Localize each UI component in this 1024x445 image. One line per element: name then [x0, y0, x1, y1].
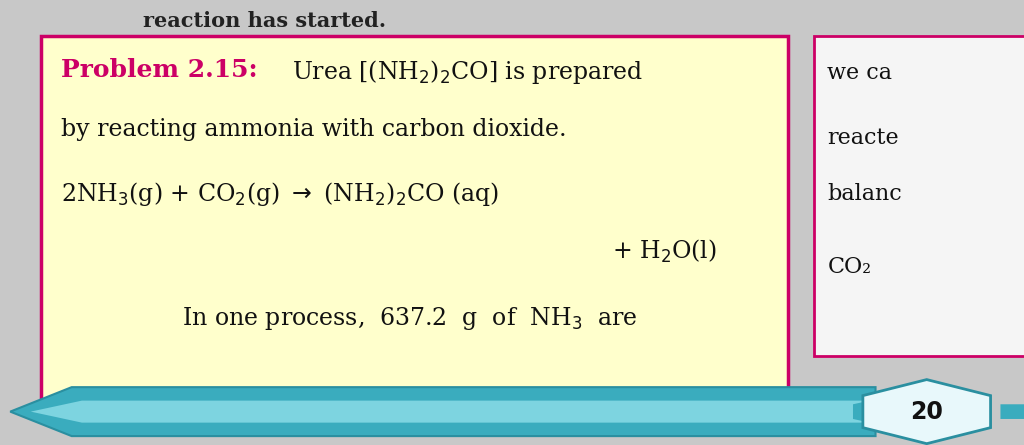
Text: reaction has started.: reaction has started. — [143, 11, 386, 31]
Text: by reacting ammonia with carbon dioxide.: by reacting ammonia with carbon dioxide. — [61, 118, 567, 141]
Polygon shape — [863, 380, 990, 444]
Text: balanc: balanc — [827, 182, 902, 205]
FancyBboxPatch shape — [41, 36, 788, 401]
Text: CO₂: CO₂ — [827, 256, 871, 278]
Text: reacte: reacte — [827, 127, 899, 149]
FancyBboxPatch shape — [814, 36, 1024, 356]
Text: 2NH$_3$(g) + CO$_2$(g) $\rightarrow$ (NH$_2$)$_2$CO (aq): 2NH$_3$(g) + CO$_2$(g) $\rightarrow$ (NH… — [61, 180, 500, 208]
Text: Urea [(NH$_2$)$_2$CO] is prepared: Urea [(NH$_2$)$_2$CO] is prepared — [292, 58, 643, 86]
Text: we ca: we ca — [827, 62, 892, 85]
Polygon shape — [10, 387, 876, 436]
Text: In one process,  637.2  g  of  NH$_3$  are: In one process, 637.2 g of NH$_3$ are — [182, 305, 637, 332]
Text: 20: 20 — [910, 400, 943, 424]
Text: + H$_2$O(l): + H$_2$O(l) — [612, 238, 717, 265]
Text: Problem 2.15:: Problem 2.15: — [61, 58, 258, 82]
Polygon shape — [31, 400, 876, 423]
Polygon shape — [853, 400, 876, 424]
Polygon shape — [1000, 404, 1024, 419]
